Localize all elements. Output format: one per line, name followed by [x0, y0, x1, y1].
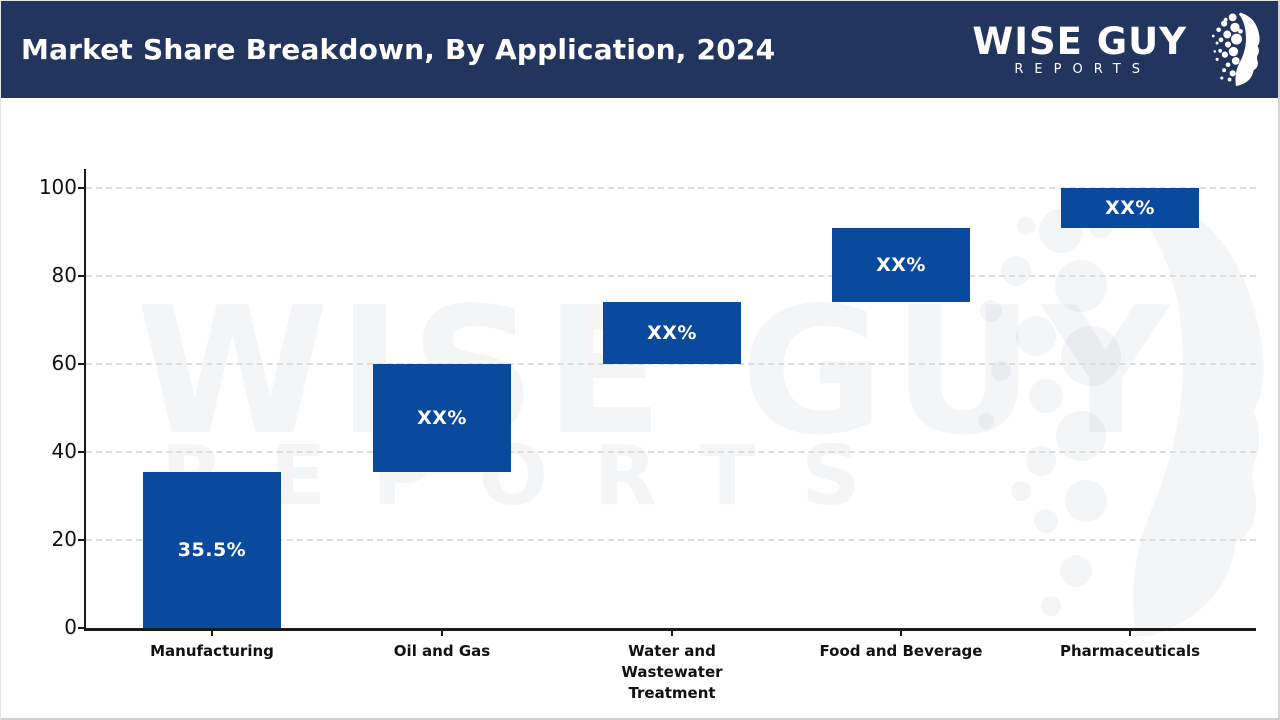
page-title: Market Share Breakdown, By Application, …	[21, 33, 776, 66]
gridline-60	[86, 363, 1256, 365]
logo-wordmark: WISE GUY REPORTS	[972, 23, 1187, 76]
gridline-80	[86, 275, 1256, 277]
bar-oil-and-gas: XX%	[373, 364, 511, 472]
y-tick-label-100: 100	[38, 175, 77, 199]
bar-water-and-wastewater-treatment: XX%	[603, 302, 741, 364]
x-tick-mark-0	[211, 628, 213, 636]
y-axis-spine	[84, 169, 86, 631]
x-axis-spine	[84, 628, 1256, 631]
x-category-label: Food and Beverage	[819, 642, 983, 660]
bar-food-and-beverage: XX%	[832, 227, 970, 303]
header-band: Market Share Breakdown, By Application, …	[1, 1, 1278, 98]
y-tick-label-80: 80	[51, 263, 77, 287]
y-tick-label-20: 20	[51, 527, 77, 551]
y-tick-mark-60	[78, 363, 86, 365]
x-category-label: Manufacturing	[150, 642, 274, 660]
x-tick-mark-3	[900, 628, 902, 636]
x-tick-mark-1	[441, 628, 443, 636]
y-tick-mark-80	[78, 275, 86, 277]
logo-line2: REPORTS	[1014, 62, 1151, 77]
gridline-100	[86, 187, 1256, 189]
y-tick-mark-100	[78, 187, 86, 189]
y-tick-mark-20	[78, 539, 86, 541]
bar-value-label: XX%	[1105, 196, 1155, 219]
bar-manufacturing: 35.5%	[143, 471, 281, 628]
y-tick-label-0: 0	[64, 615, 77, 639]
x-tick-mark-4	[1129, 628, 1131, 636]
x-category-label: Pharmaceuticals	[1059, 642, 1201, 660]
x-category-label: Water and Wastewater Treatment	[621, 642, 723, 702]
gridline-20	[86, 539, 1256, 541]
x-tick-mark-2	[671, 628, 673, 636]
logo-line1: WISE GUY	[972, 20, 1187, 63]
y-tick-label-40: 40	[51, 439, 77, 463]
bar-value-label: XX%	[876, 253, 926, 276]
bar-pharmaceuticals: XX%	[1061, 188, 1199, 228]
bar-value-label: XX%	[417, 406, 467, 429]
x-category-label: Oil and Gas	[393, 642, 491, 660]
watermark-head-icon	[978, 191, 1264, 636]
head-profile-icon	[1211, 12, 1260, 86]
y-tick-mark-40	[78, 451, 86, 453]
y-tick-label-60: 60	[51, 351, 77, 375]
wise-guy-reports-logo: WISE GUY REPORTS	[972, 8, 1267, 92]
y-tick-mark-0	[78, 627, 86, 629]
gridline-40	[86, 451, 1256, 453]
bar-value-label: 35.5%	[177, 538, 247, 561]
bar-value-label: XX%	[647, 322, 697, 345]
